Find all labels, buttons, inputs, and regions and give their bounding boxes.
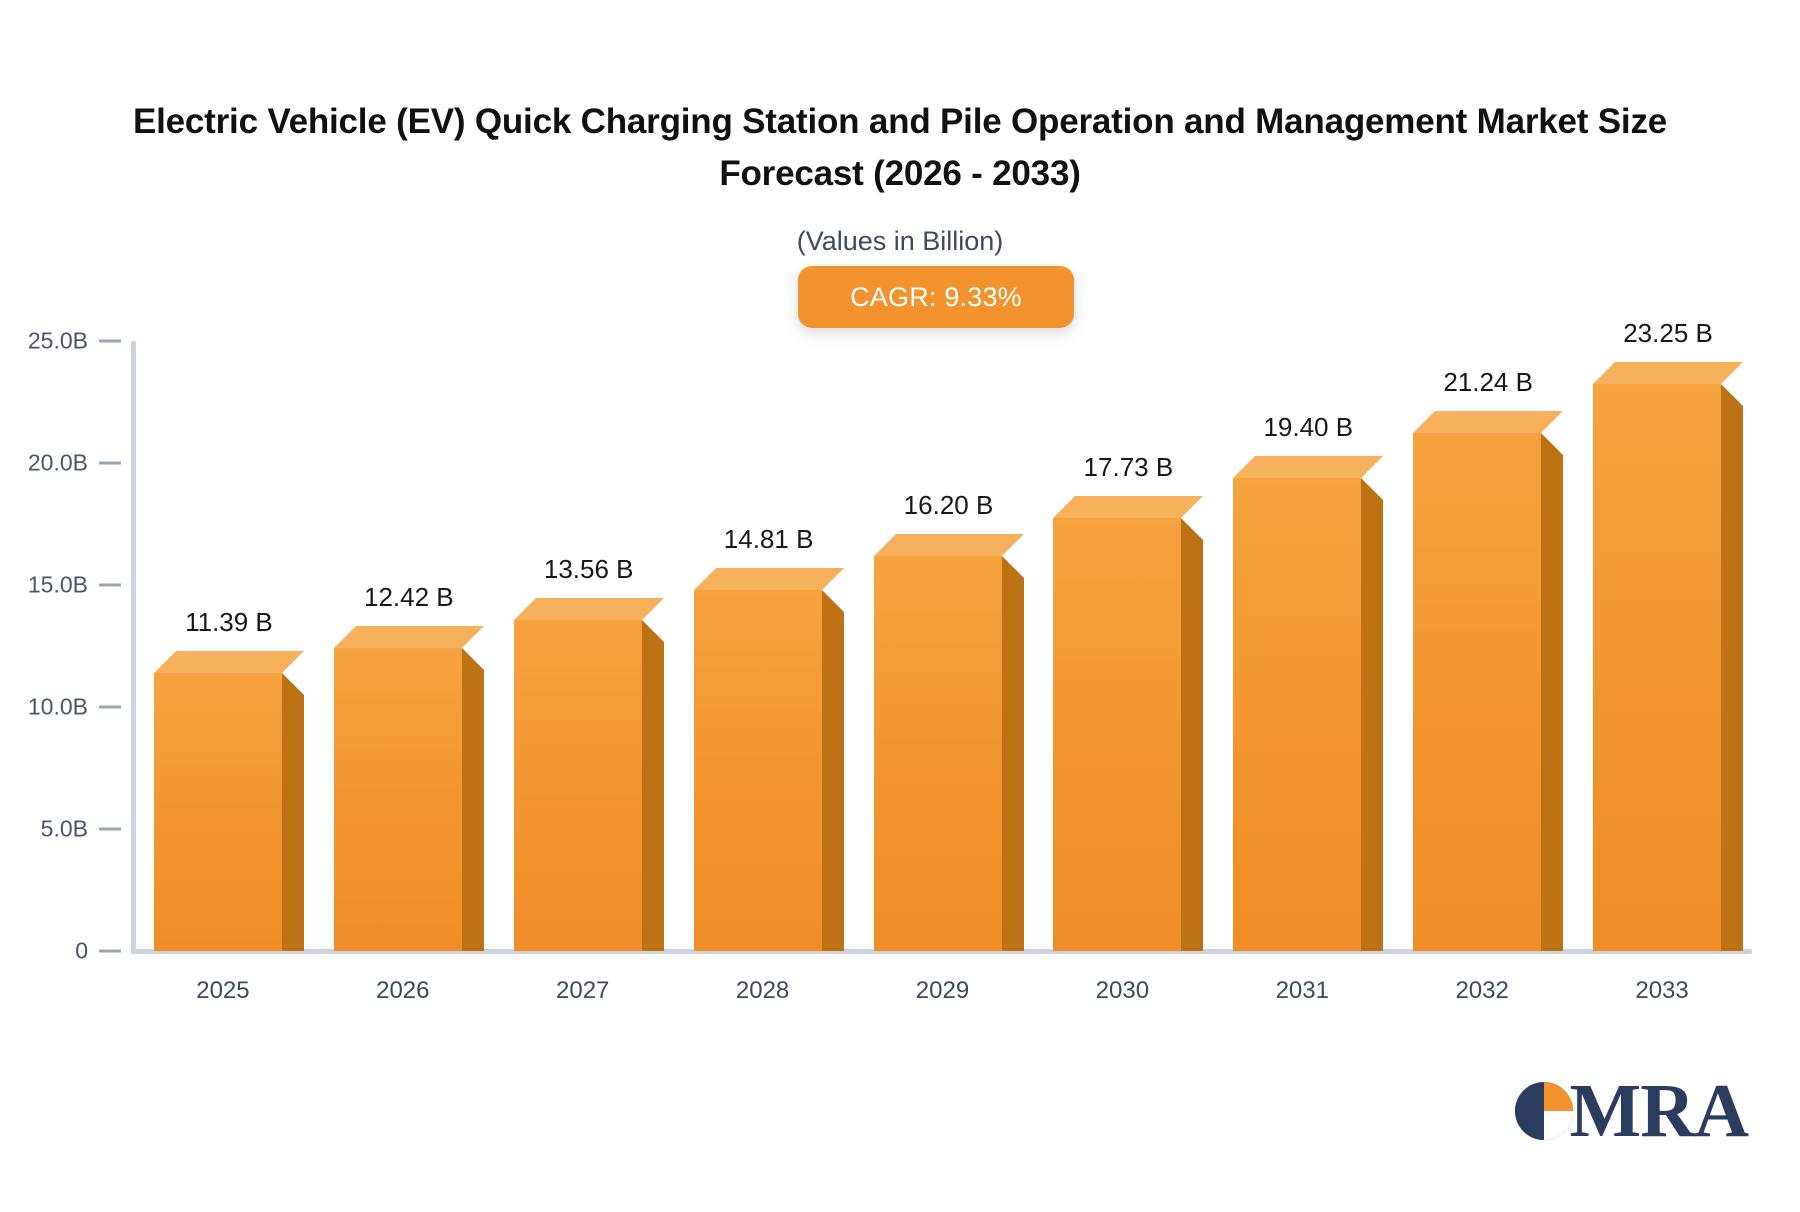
y-axis-tick-label: 10.0B — [27, 693, 88, 720]
bar-2031[interactable] — [1233, 455, 1384, 951]
bar-side-bevel — [1361, 477, 1384, 500]
bar-side-bevel — [821, 589, 844, 612]
bar-2033[interactable] — [1593, 361, 1744, 951]
y-axis-tick-mark — [99, 583, 121, 587]
bar-side-face — [1721, 405, 1744, 951]
y-axis-tick-mark — [99, 705, 121, 709]
bar-front-face — [1593, 383, 1722, 951]
bar-top-face — [333, 625, 484, 648]
bar-value-label: 16.20 B — [903, 489, 994, 520]
bar-side-bevel — [641, 620, 664, 643]
bar-side-bevel — [281, 673, 304, 696]
bar-side-face — [1361, 499, 1384, 951]
bar-side-bevel — [1541, 432, 1564, 455]
bar-side-face — [1001, 577, 1024, 951]
x-axis-tick-label-2027: 2027 — [556, 977, 610, 1004]
y-axis-tick-label: 25.0B — [27, 327, 88, 354]
chart-subtitle: (Values in Billion) — [796, 226, 1004, 256]
bar-front-face — [1413, 432, 1542, 951]
bar-top-face — [1593, 361, 1744, 384]
bar-top-face — [1053, 496, 1204, 519]
bar-value-label: 14.81 B — [723, 523, 814, 554]
x-axis-line — [131, 949, 1752, 954]
cagr-badge: CAGR: 9.33% — [798, 266, 1074, 328]
y-axis-line — [131, 341, 136, 952]
x-axis-tick-label-2032: 2032 — [1455, 977, 1509, 1004]
pie-chart-logo-icon — [1515, 1081, 1574, 1141]
bar-side-face — [1181, 540, 1204, 951]
bar-front-face — [153, 673, 282, 951]
bar-side-bevel — [1721, 383, 1744, 406]
bar-2032[interactable] — [1413, 410, 1564, 951]
y-axis-tick-label: 20.0B — [27, 449, 88, 476]
bar-front-face — [693, 589, 822, 951]
x-axis-tick-label-2030: 2030 — [1095, 977, 1150, 1004]
x-axis-tick-label-2028: 2028 — [735, 977, 790, 1004]
bar-2026[interactable] — [333, 625, 484, 951]
y-axis-tick-mark — [99, 461, 121, 465]
bar-side-face — [641, 642, 664, 951]
bar-side-bevel — [1001, 555, 1024, 578]
bar-top-face — [153, 651, 304, 674]
x-axis-tick-label-2033: 2033 — [1635, 977, 1689, 1004]
x-axis-tick-label-2029: 2029 — [915, 977, 970, 1004]
bar-value-label: 21.24 B — [1443, 366, 1533, 397]
page-title: Electric Vehicle (EV) Quick Charging Sta… — [132, 102, 1668, 193]
cagr-badge-label: CAGR: 9.33% — [850, 281, 1022, 312]
bar-value-label: 17.73 B — [1083, 452, 1174, 483]
y-axis-tick-label: 5.0B — [40, 815, 88, 842]
bar-front-face — [513, 620, 642, 951]
bar-side-bevel — [1181, 518, 1204, 541]
bar-front-face — [873, 555, 1002, 951]
bar-top-face — [693, 567, 844, 590]
y-axis-tick-mark — [99, 949, 121, 953]
bar-side-face — [281, 695, 304, 951]
y-axis-tick-mark — [99, 339, 121, 343]
bar-2028[interactable] — [693, 567, 844, 951]
bar-top-face — [513, 598, 664, 621]
bar-value-label: 12.42 B — [364, 581, 454, 612]
bar-value-label: 19.40 B — [1263, 411, 1354, 442]
bar-value-label: 11.39 B — [185, 607, 273, 638]
y-axis-tick-label: 0 — [75, 937, 88, 964]
x-axis-tick-label-2026: 2026 — [376, 977, 430, 1004]
bar-2025[interactable] — [153, 651, 304, 951]
bar-front-face — [1053, 518, 1182, 951]
bar-side-face — [1541, 454, 1564, 951]
x-axis-tick-label-2031: 2031 — [1275, 977, 1329, 1004]
bar-top-face — [1413, 410, 1564, 433]
y-axis-tick-mark — [99, 827, 121, 831]
bar-2029[interactable] — [873, 533, 1024, 951]
bar-2030[interactable] — [1053, 496, 1204, 951]
bar-value-label: 13.56 B — [543, 554, 634, 585]
bar-side-face — [461, 669, 484, 951]
logo-text: MRA — [1569, 1069, 1749, 1153]
bar-top-face — [873, 533, 1024, 556]
bar-side-face — [821, 611, 844, 951]
y-axis-tick-label: 15.0B — [27, 571, 88, 598]
x-axis-tick-label-2025: 2025 — [196, 977, 250, 1004]
mra-logo: MRA — [1513, 1069, 1749, 1153]
bar-top-face — [1233, 455, 1384, 478]
bar-2027[interactable] — [513, 598, 664, 951]
bar-front-face — [333, 647, 462, 951]
bar-side-bevel — [461, 647, 484, 670]
bar-value-label: 23.25 B — [1623, 317, 1713, 348]
bar-front-face — [1233, 477, 1362, 951]
